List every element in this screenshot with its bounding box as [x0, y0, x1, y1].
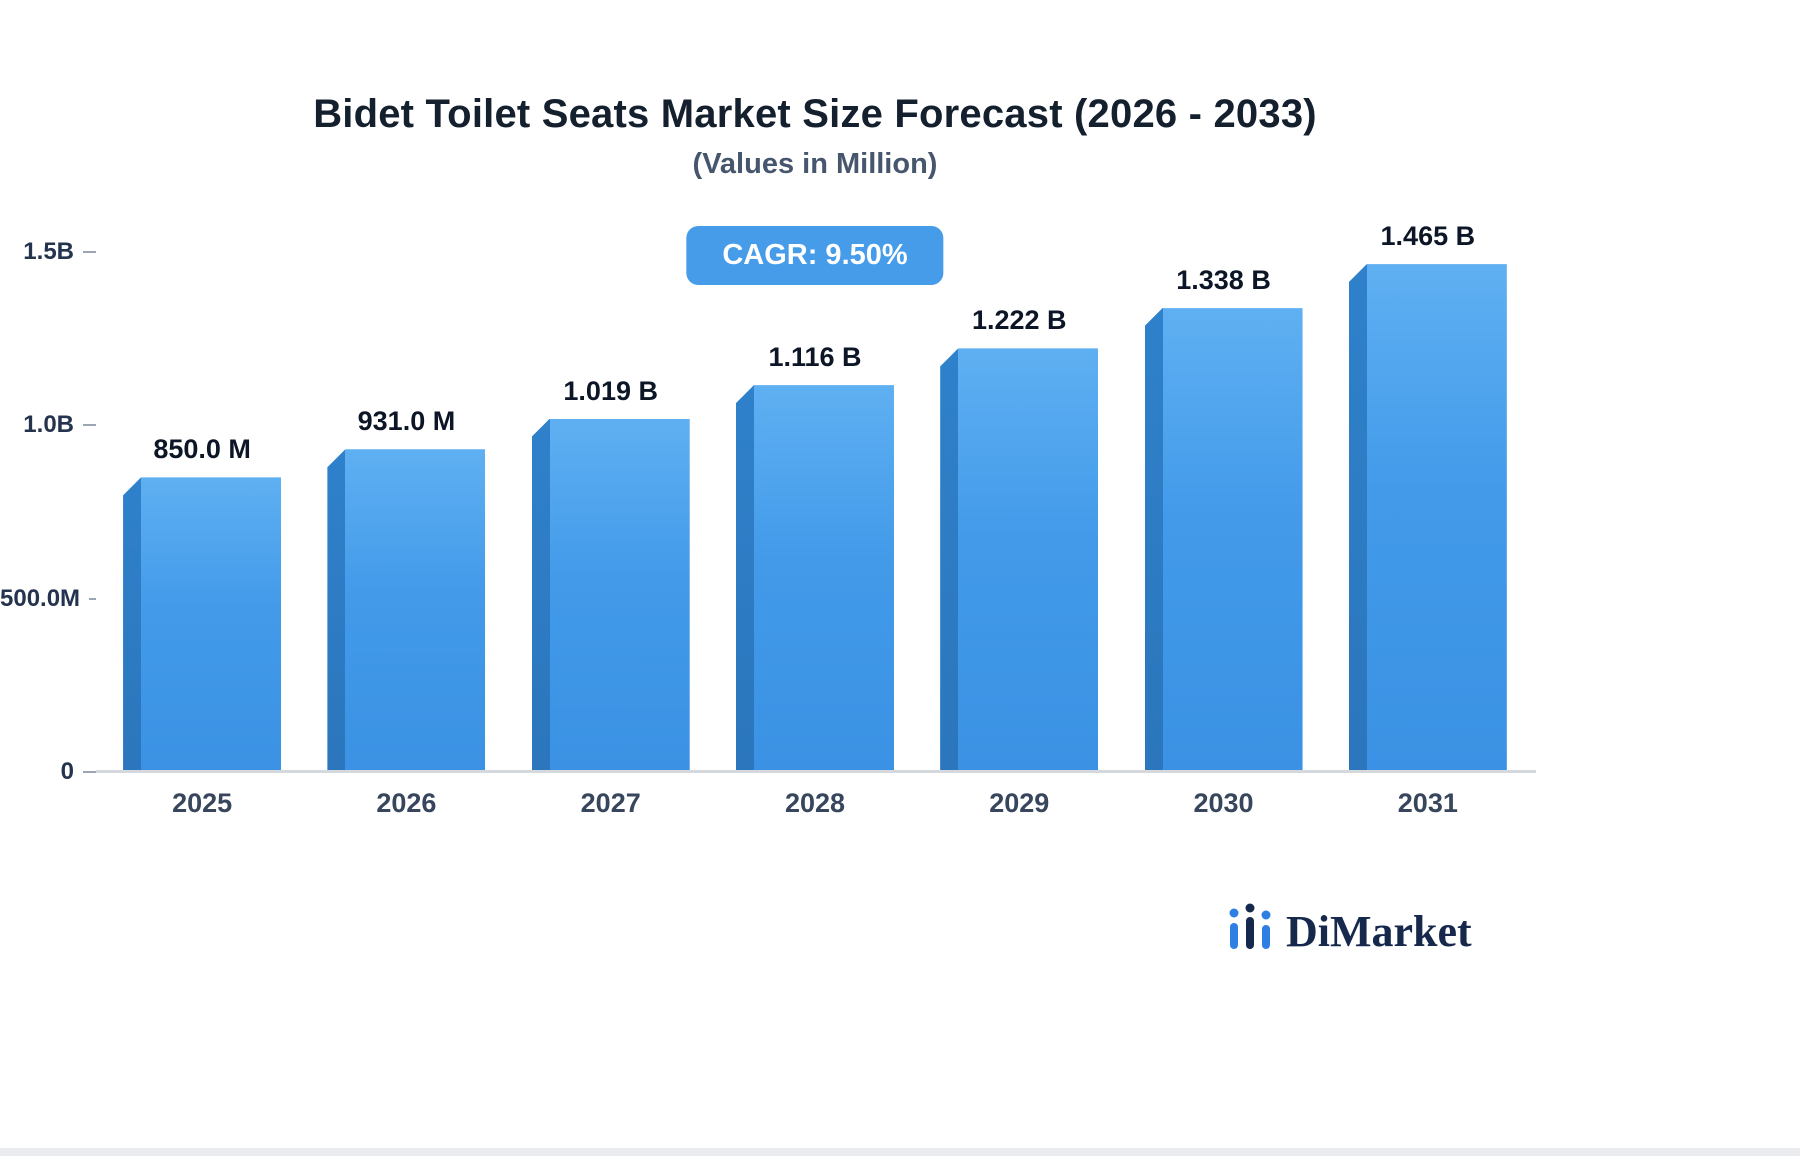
- x-axis-line: [96, 770, 1536, 773]
- y-axis-tick: 0: [0, 758, 96, 786]
- bar: [1348, 264, 1507, 772]
- x-axis-label: 2031: [1397, 788, 1458, 818]
- bar: [735, 385, 894, 772]
- bar-slot: 1.222 B 2029: [917, 252, 1121, 818]
- plot-area: 850.0 M 2025 931.0 M 2026 1.019 B 2027 1.116 B…: [100, 221, 1530, 818]
- x-axis-label: 2025: [172, 788, 233, 818]
- bar-value-label: 1.465 B: [1380, 221, 1476, 252]
- bar: [531, 418, 690, 772]
- bar-slot: 850.0 M 2025: [100, 252, 304, 818]
- y-axis-tick: 500.0M: [0, 585, 96, 613]
- x-axis-label: 2029: [989, 788, 1050, 818]
- bar-value-label: 1.019 B: [563, 375, 658, 406]
- x-axis-label: 2028: [784, 788, 846, 818]
- x-axis-label: 2030: [1193, 788, 1254, 818]
- brand-name: DiMarket: [1286, 907, 1472, 956]
- y-axis-tick: 1.0B: [0, 411, 96, 439]
- x-axis-label: 2026: [376, 788, 437, 818]
- cagr-badge: CAGR: 9.50%: [686, 226, 944, 285]
- bar-value-label: 1.116 B: [768, 342, 862, 373]
- y-axis-tick: 1.5B: [0, 238, 96, 266]
- bar-value-label: 931.0 M: [357, 406, 456, 437]
- y-axis-tick-mark: [89, 597, 96, 600]
- dimarket-bars-icon: [1226, 903, 1274, 954]
- chart-subtitle: (Values in Million): [692, 148, 938, 180]
- brand-logo: DiMarket: [1226, 903, 1472, 954]
- bar-value-label: 850.0 M: [153, 434, 251, 465]
- bar: [940, 348, 1099, 772]
- bar: [123, 477, 282, 772]
- chart-title: Bidet Toilet Seats Market Size Forecast …: [313, 92, 1317, 136]
- bar-slot: 1.019 B 2027: [509, 252, 713, 818]
- y-axis-tick-label: 1.0B: [23, 411, 74, 439]
- bar: [327, 449, 486, 772]
- y-axis-tick-label: 1.5B: [23, 238, 74, 265]
- bar-slot: 1.338 B 2030: [1121, 252, 1325, 818]
- bar-slot: 931.0 M 2026: [304, 252, 508, 818]
- y-axis: 0 500.0M 1.0B 1.5B: [0, 238, 96, 785]
- bar-slot: 1.116 B 2028: [713, 252, 917, 818]
- bar-slot: 1.465 B 2031: [1326, 221, 1530, 818]
- y-axis-tick-label: 0: [60, 758, 74, 785]
- x-axis-label: 2027: [580, 788, 641, 818]
- y-axis-tick-label: 500.0M: [0, 584, 81, 612]
- y-axis-tick-mark: [83, 424, 96, 427]
- y-axis-tick-mark: [83, 771, 96, 773]
- y-axis-tick-mark: [83, 251, 96, 253]
- bar: [1144, 308, 1303, 772]
- bar-value-label: 1.222 B: [971, 305, 1067, 336]
- bar-value-label: 1.338 B: [1176, 265, 1271, 296]
